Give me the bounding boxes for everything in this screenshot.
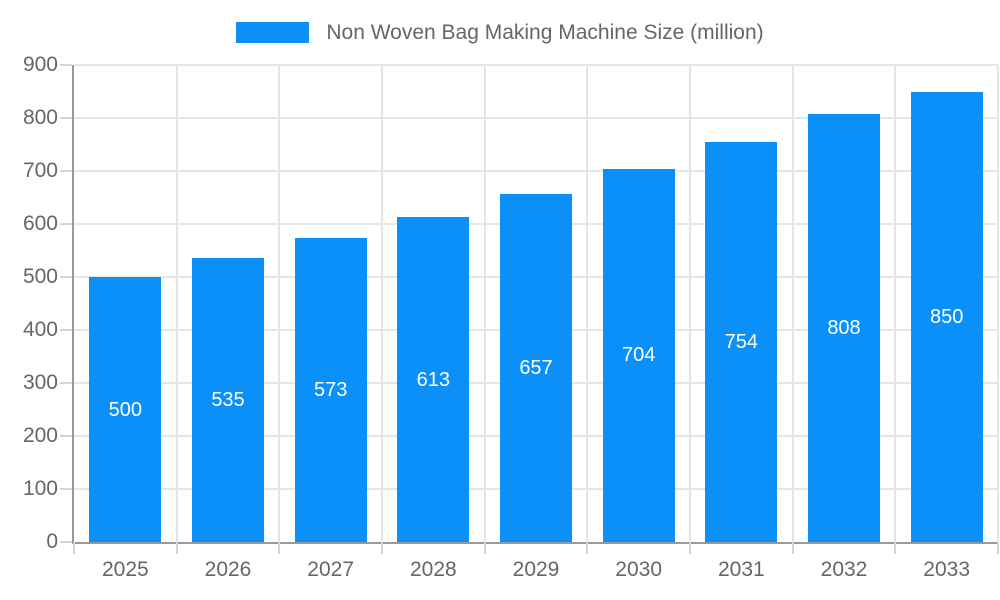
bar-2032[interactable]: 808 xyxy=(808,113,880,542)
bar-2025[interactable]: 500 xyxy=(89,277,162,542)
x-axis-label-2031: 2031 xyxy=(717,558,765,581)
x-axis-tick xyxy=(175,542,178,554)
y-axis-tick xyxy=(60,276,72,278)
bar-2027[interactable]: 573 xyxy=(294,238,367,542)
gridline-vertical xyxy=(278,65,281,542)
y-axis-tick xyxy=(60,170,72,172)
gridline-vertical xyxy=(894,65,897,542)
x-axis-tick xyxy=(689,542,691,554)
x-axis-label-2029: 2029 xyxy=(512,558,560,581)
legend-swatch xyxy=(236,22,310,43)
bar-value-label: 850 xyxy=(929,305,964,328)
x-axis-tick xyxy=(381,542,383,554)
x-axis-tick xyxy=(278,542,281,554)
gridline-vertical xyxy=(586,65,589,542)
x-axis-tick xyxy=(73,542,75,554)
x-axis-label-2025: 2025 xyxy=(101,558,149,581)
y-axis-tick xyxy=(60,64,72,66)
bar-2028[interactable]: 613 xyxy=(397,217,470,542)
y-axis-label-700: 700 xyxy=(22,159,58,182)
bar-2033[interactable]: 850 xyxy=(910,91,983,542)
bar-value-label: 704 xyxy=(621,344,656,367)
y-axis-tick xyxy=(60,488,72,490)
gridline-vertical xyxy=(483,65,486,542)
bar-value-label: 535 xyxy=(211,389,245,412)
gridline-vertical xyxy=(791,65,794,542)
x-axis-tick xyxy=(894,542,897,554)
gridline-vertical xyxy=(175,65,178,542)
legend-label: Non Woven Bag Making Machine Size (milli… xyxy=(326,21,764,44)
gridline-vertical xyxy=(689,65,691,542)
y-axis-label-600: 600 xyxy=(22,212,58,235)
plot-area: 0 100 200 300 400 500 600 700 800 900 500 2025 535 20… xyxy=(23,53,999,581)
y-axis-label-200: 200 xyxy=(22,424,58,447)
x-axis-label-2028: 2028 xyxy=(409,558,457,581)
bar-2029[interactable]: 657 xyxy=(500,193,572,542)
bar-value-label: 573 xyxy=(313,379,348,402)
y-axis-label-400: 400 xyxy=(22,318,58,341)
y-axis-tick xyxy=(60,117,72,119)
y-axis-label-100: 100 xyxy=(22,477,58,500)
x-axis-label-2030: 2030 xyxy=(615,558,663,581)
y-axis-tick xyxy=(60,329,72,331)
bar-value-label: 754 xyxy=(724,331,759,354)
legend-item[interactable]: Non Woven Bag Making Machine Size (milli… xyxy=(0,21,1000,44)
bar-2030[interactable]: 704 xyxy=(602,168,675,542)
x-axis-tick xyxy=(791,542,794,554)
x-axis-tick xyxy=(997,542,999,554)
x-axis-label-2027: 2027 xyxy=(307,558,355,581)
y-axis-tick xyxy=(60,435,72,437)
y-axis-label-800: 800 xyxy=(22,106,58,129)
gridline-horizontal xyxy=(74,170,998,172)
y-axis-tick xyxy=(60,541,72,543)
gridline-horizontal xyxy=(74,64,998,66)
x-axis-label-2033: 2033 xyxy=(923,558,971,581)
bar-2026[interactable]: 535 xyxy=(192,258,264,542)
y-axis-tick xyxy=(60,382,72,384)
gridline-vertical xyxy=(381,65,383,542)
y-axis-label-500: 500 xyxy=(22,265,58,288)
gridline-vertical xyxy=(997,65,999,542)
y-axis-tick xyxy=(60,223,72,225)
x-axis-tick xyxy=(483,542,486,554)
bar-value-label: 500 xyxy=(108,398,143,421)
y-axis-label-0: 0 xyxy=(46,530,58,553)
y-axis-label-300: 300 xyxy=(22,371,58,394)
bar-value-label: 613 xyxy=(416,368,451,391)
x-axis-label-2026: 2026 xyxy=(204,558,252,581)
bar-2031[interactable]: 754 xyxy=(705,142,778,542)
bar-value-label: 808 xyxy=(827,316,861,339)
gridline-horizontal xyxy=(74,117,998,119)
x-axis-tick xyxy=(586,542,589,554)
y-axis-label-900: 900 xyxy=(22,53,58,76)
x-axis-label-2032: 2032 xyxy=(820,558,868,581)
bar-value-label: 657 xyxy=(519,356,553,379)
